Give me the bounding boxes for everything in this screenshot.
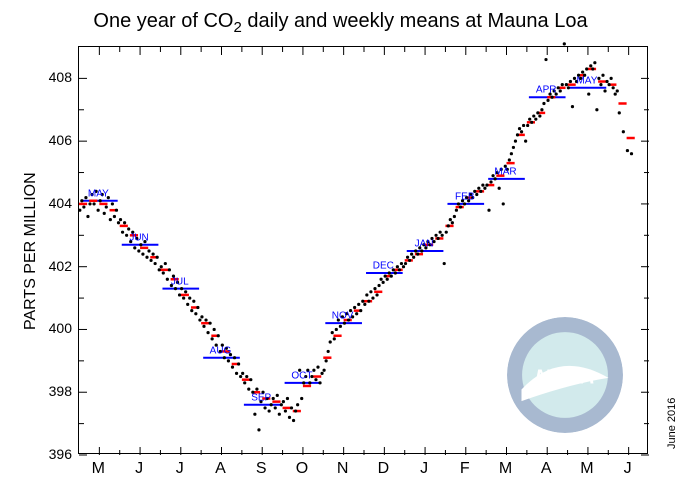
y-tick-label: 400 [32,320,72,336]
month-label-sep: SEP [251,392,271,403]
x-tick-label: J [176,460,184,478]
x-tick-label: M [499,460,512,478]
month-label-mar: MAR [494,166,516,177]
month-label-aug: AUG [210,345,232,356]
x-tick-label: O [296,460,308,478]
month-label-dec: DEC [373,260,394,271]
chart-container: { "title_html": "One year of CO<sub>2</s… [0,0,681,502]
x-tick-label: M [580,460,593,478]
x-tick-label: S [256,460,267,478]
month-label-apr: APR [536,85,557,96]
y-tick-label: 402 [32,258,72,274]
x-tick-label: J [135,460,143,478]
x-tick-label: A [541,460,552,478]
y-tick-label: 396 [32,446,72,462]
x-tick-label: F [460,460,470,478]
month-label-oct: OCT [291,370,312,381]
x-tick-label: M [92,460,105,478]
y-tick-label: 398 [32,383,72,399]
month-label-nov: NOV [332,311,354,322]
x-tick-label: J [624,460,632,478]
noaa-logo-icon: NOAA [507,317,623,433]
x-tick-label: J [420,460,428,478]
month-label-jan: JAN [415,239,434,250]
y-tick-label: 406 [32,132,72,148]
x-tick-label: D [378,460,390,478]
x-tick-label: A [215,460,226,478]
month-label-jun: JUN [129,232,148,243]
chart-title: One year of CO2 daily and weekly means a… [0,10,681,36]
month-label-may: MAY [576,75,597,86]
month-label-may: MAY [88,188,109,199]
y-tick-label: 408 [32,69,72,85]
month-label-jul: JUL [171,276,189,287]
x-tick-label: N [337,460,349,478]
y-tick-label: 404 [32,195,72,211]
svg-text:NOAA: NOAA [535,367,595,389]
side-date-label: June 2016 [666,398,678,449]
month-label-feb: FEB [455,191,474,202]
